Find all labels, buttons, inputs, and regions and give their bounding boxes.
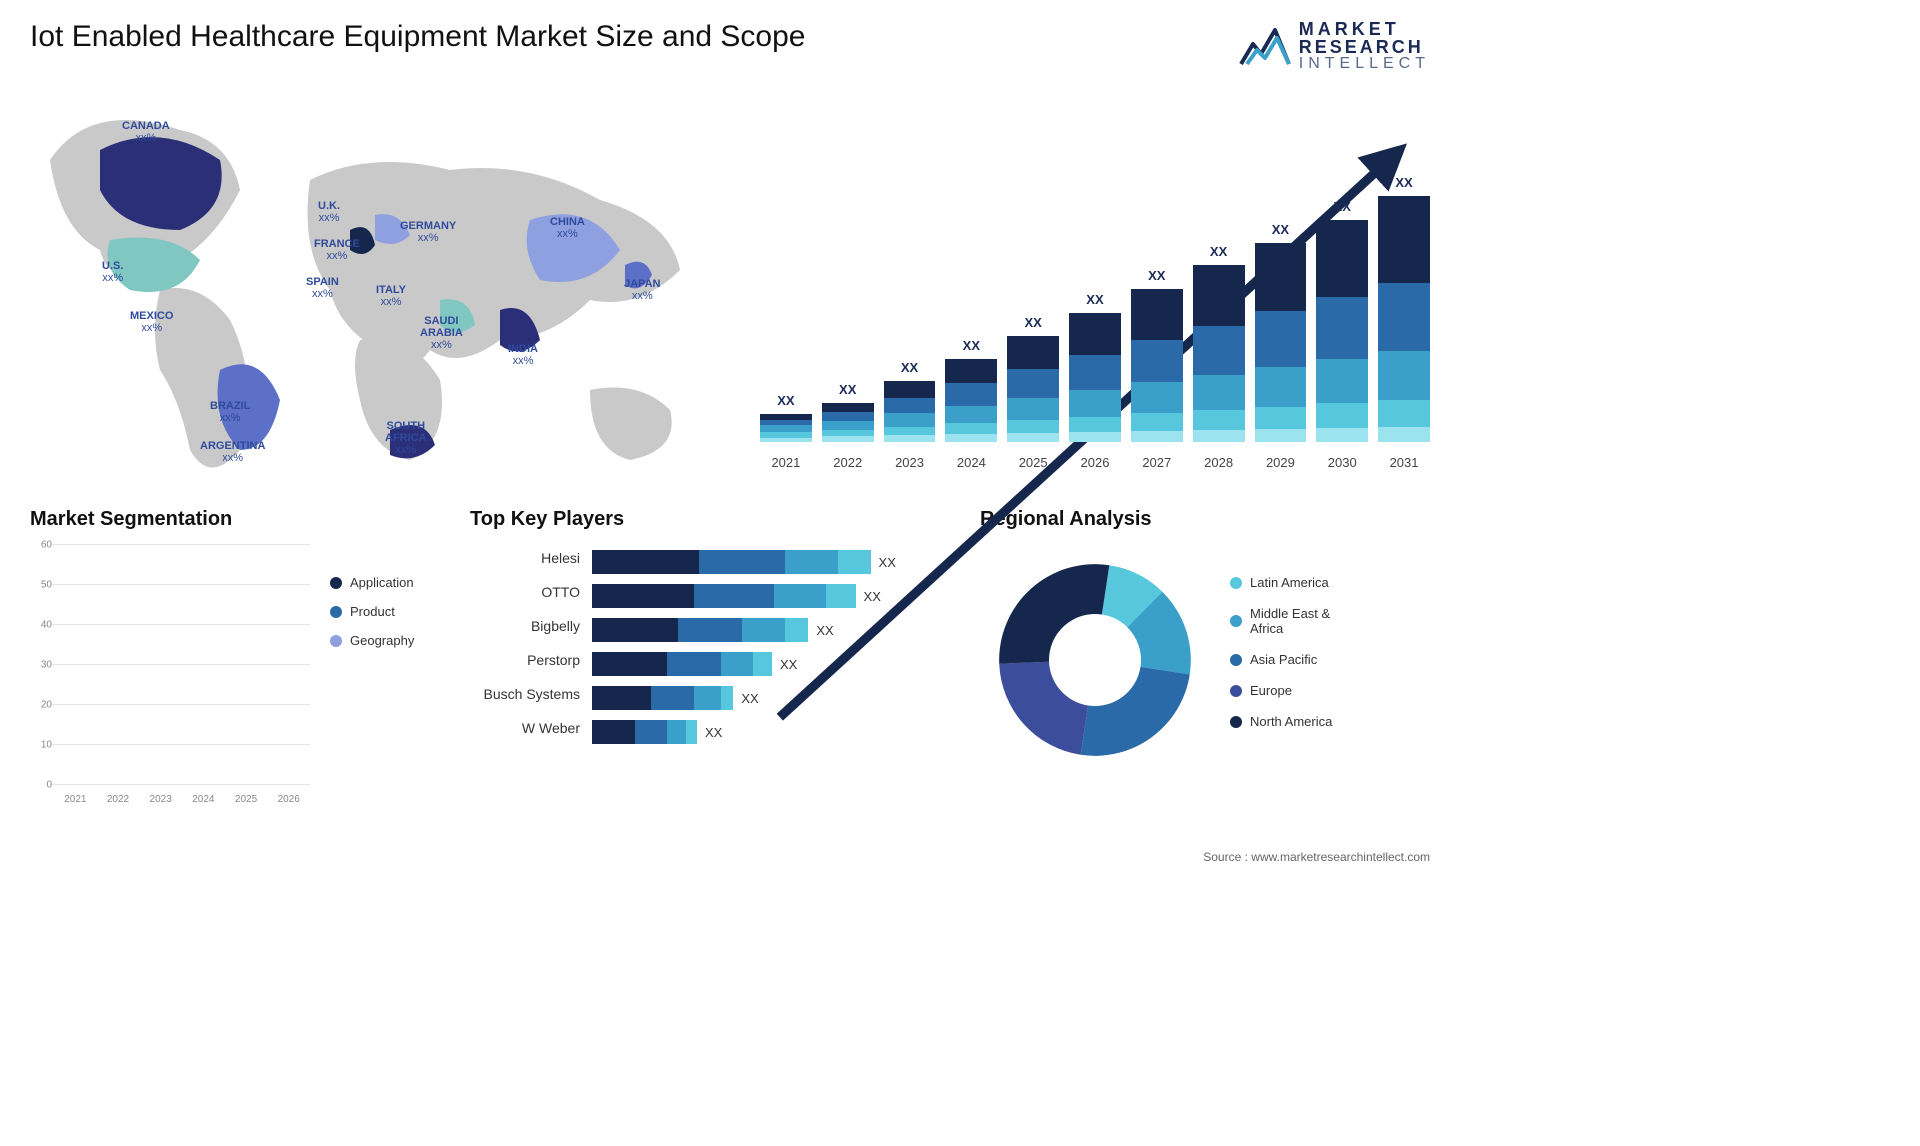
map-label: CHINAxx% <box>550 216 585 240</box>
regional-legend-item: North America <box>1230 714 1430 729</box>
growth-bar: XX <box>1007 336 1059 442</box>
regional-legend-item: Middle East &Africa <box>1230 606 1430 636</box>
key-player-value: XX <box>879 555 896 570</box>
map-label: JAPANxx% <box>624 278 660 302</box>
key-player-bar: XX <box>592 613 950 647</box>
map-label: INDIAxx% <box>508 343 538 367</box>
segmentation-chart: 0102030405060 202120222023202420252026 <box>30 545 310 805</box>
key-players-title: Top Key Players <box>470 508 950 531</box>
growth-x-label: 2023 <box>884 455 936 470</box>
growth-x-label: 2022 <box>822 455 874 470</box>
map-label: CANADAxx% <box>122 120 170 144</box>
regional-legend-item: Asia Pacific <box>1230 652 1430 667</box>
donut-slice <box>1081 667 1190 756</box>
regional-legend: Latin America Middle East &Africa Asia Pac… <box>1230 575 1430 745</box>
seg-legend-item: Product <box>330 604 440 619</box>
key-players-panel: Top Key Players HelesiOTTOBigbellyPersto… <box>470 508 950 818</box>
growth-bar: XX <box>945 359 997 442</box>
key-player-name: Helesi <box>470 545 580 579</box>
key-player-name: Bigbelly <box>470 613 580 647</box>
map-label: MEXICOxx% <box>130 310 173 334</box>
seg-x-label: 2022 <box>101 794 136 805</box>
growth-bar: XX <box>1193 265 1245 442</box>
growth-x-label: 2028 <box>1193 455 1245 470</box>
map-label: SOUTHAFRICAxx% <box>385 420 427 456</box>
map-label: ARGENTINAxx% <box>200 440 265 464</box>
key-player-bar: XX <box>592 681 950 715</box>
key-player-value: XX <box>705 725 722 740</box>
map-label: FRANCExx% <box>314 238 360 262</box>
key-player-value: XX <box>741 691 758 706</box>
logo-line2: RESEARCH <box>1299 38 1430 56</box>
growth-bar: XX <box>1316 220 1368 442</box>
seg-y-tick: 60 <box>41 540 52 551</box>
key-players-labels: HelesiOTTOBigbellyPerstorpBusch SystemsW… <box>470 545 580 749</box>
seg-x-label: 2023 <box>143 794 178 805</box>
map-label: ITALYxx% <box>376 284 406 308</box>
key-player-value: XX <box>864 589 881 604</box>
key-player-bar: XX <box>592 579 950 613</box>
regional-title: Regional Analysis <box>980 508 1430 531</box>
logo-line1: MARKET <box>1299 20 1430 38</box>
seg-x-label: 2025 <box>229 794 264 805</box>
donut-slice <box>999 662 1088 755</box>
key-player-bar: XX <box>592 715 950 749</box>
growth-x-label: 2029 <box>1255 455 1307 470</box>
growth-bar: XX <box>822 403 874 442</box>
map-label: BRAZILxx% <box>210 400 250 424</box>
growth-x-label: 2026 <box>1069 455 1121 470</box>
seg-y-tick: 20 <box>41 700 52 711</box>
seg-x-label: 2021 <box>58 794 93 805</box>
seg-legend-item: Geography <box>330 633 440 648</box>
map-label: U.S.xx% <box>102 260 123 284</box>
growth-bar: XX <box>1069 313 1121 442</box>
growth-bar: XX <box>884 381 936 442</box>
key-player-name: Busch Systems <box>470 681 580 715</box>
segmentation-panel: Market Segmentation 0102030405060 202120… <box>30 508 440 818</box>
seg-y-tick: 50 <box>41 580 52 591</box>
growth-bar: XX <box>1378 196 1430 442</box>
key-player-name: W Weber <box>470 715 580 749</box>
segmentation-legend: Application Product Geography <box>330 545 440 805</box>
seg-y-tick: 10 <box>41 740 52 751</box>
map-label: GERMANYxx% <box>400 220 456 244</box>
regional-legend-item: Latin America <box>1230 575 1430 590</box>
seg-x-label: 2026 <box>271 794 306 805</box>
growth-x-label: 2025 <box>1007 455 1059 470</box>
seg-y-tick: 40 <box>41 620 52 631</box>
key-player-value: XX <box>816 623 833 638</box>
regional-donut <box>980 545 1210 775</box>
growth-bar: XX <box>1131 289 1183 442</box>
growth-chart: XXXXXXXXXXXXXXXXXXXXXX 20212022202320242… <box>760 110 1430 470</box>
key-player-bar: XX <box>592 545 950 579</box>
key-player-name: OTTO <box>470 579 580 613</box>
growth-x-label: 2024 <box>945 455 997 470</box>
source-line: Source : www.marketresearchintellect.com <box>1203 850 1430 864</box>
segmentation-title: Market Segmentation <box>30 508 440 531</box>
key-player-value: XX <box>780 657 797 672</box>
growth-x-label: 2031 <box>1378 455 1430 470</box>
growth-x-label: 2027 <box>1131 455 1183 470</box>
page-title: Iot Enabled Healthcare Equipment Market … <box>30 20 805 54</box>
map-label: SPAINxx% <box>306 276 339 300</box>
key-player-bar: XX <box>592 647 950 681</box>
seg-y-tick: 30 <box>41 660 52 671</box>
logo-line3: INTELLECT <box>1299 56 1430 72</box>
map-label: U.K.xx% <box>318 200 340 224</box>
regional-panel: Regional Analysis Latin America Middle Ea… <box>980 508 1430 818</box>
seg-legend-item: Application <box>330 575 440 590</box>
growth-x-label: 2030 <box>1316 455 1368 470</box>
regional-legend-item: Europe <box>1230 683 1430 698</box>
growth-bar: XX <box>1255 243 1307 442</box>
key-players-bars: XX XX XX XX XX XX <box>592 545 950 749</box>
seg-x-label: 2024 <box>186 794 221 805</box>
growth-x-label: 2021 <box>760 455 812 470</box>
growth-bar: XX <box>760 414 812 442</box>
key-player-name: Perstorp <box>470 647 580 681</box>
world-map: CANADAxx% U.S.xx% MEXICOxx% BRAZILxx% ARGENT… <box>30 90 730 490</box>
map-label: SAUDIARABIAxx% <box>420 315 463 351</box>
donut-slice <box>999 564 1109 664</box>
brand-logo: MARKET RESEARCH INTELLECT <box>1239 20 1430 72</box>
